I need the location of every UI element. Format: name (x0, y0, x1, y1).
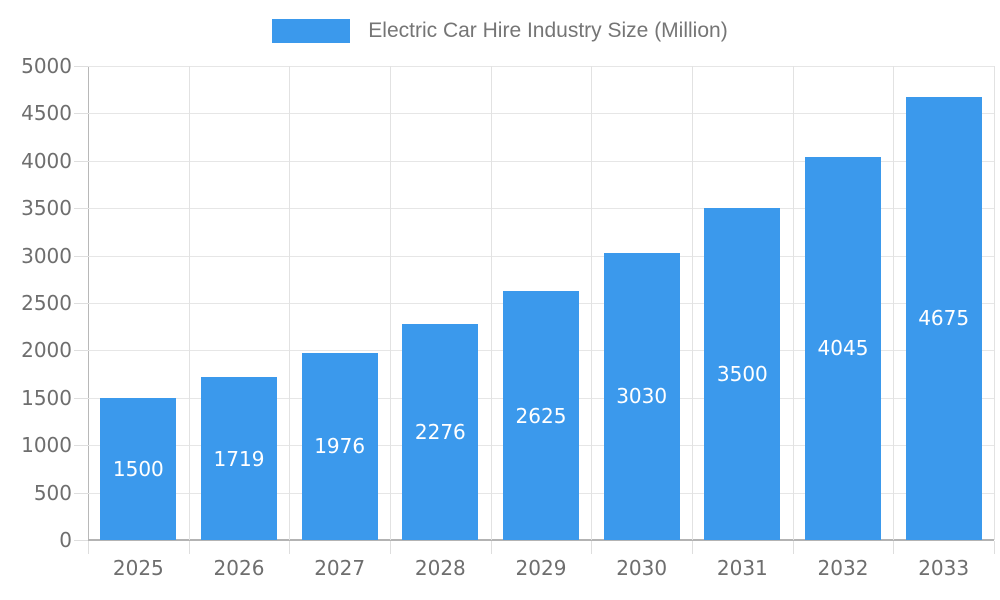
x-axis-tick (792, 541, 794, 554)
x-axis-tick (88, 541, 89, 554)
gridline-vertical (390, 66, 391, 540)
y-axis-tick (74, 208, 88, 210)
x-axis-label: 2025 (112, 556, 164, 580)
bar-value-label: 1976 (314, 434, 366, 459)
y-axis-label: 5000 (21, 54, 72, 78)
y-axis-tick (74, 445, 88, 447)
x-axis-tick (188, 541, 190, 554)
bar[interactable]: 1719 (201, 377, 277, 540)
gridline-vertical (994, 66, 995, 540)
bar-value-label: 2276 (414, 420, 466, 445)
y-axis-tick (74, 492, 88, 494)
y-axis-tick (74, 113, 88, 115)
plot-area: 1500 1719 1976 2276 2625 3030 3500 4045 4675 (88, 66, 995, 541)
x-axis-label: 2028 (414, 556, 466, 580)
gridline-vertical (490, 66, 492, 540)
bar-value-label: 2625 (515, 403, 567, 428)
gridline-horizontal (88, 160, 994, 162)
gridline-horizontal (88, 255, 994, 257)
gridline-vertical (289, 66, 291, 540)
bar-value-label: 4675 (918, 306, 970, 331)
x-axis-tick (893, 541, 895, 554)
x-axis-label: 2033 (918, 556, 970, 580)
gridline-horizontal (88, 208, 994, 210)
y-axis-label: 1000 (21, 433, 72, 458)
y-axis-tick (74, 255, 88, 257)
x-axis-baseline (88, 539, 994, 541)
bar[interactable]: 1500 (100, 397, 177, 540)
bar[interactable]: 1976 (301, 352, 378, 540)
y-axis-tick (74, 160, 88, 162)
gridline-vertical (893, 66, 895, 540)
x-axis-tick (490, 541, 492, 554)
gridline-horizontal (88, 113, 994, 115)
y-axis-label: 3500 (21, 196, 72, 221)
x-axis-label: 2026 (213, 556, 265, 580)
y-axis-tick (74, 66, 88, 67)
x-axis-tick (994, 541, 995, 554)
bar[interactable]: 3500 (704, 208, 781, 540)
bar[interactable]: 4675 (905, 96, 982, 540)
x-axis-label: 2027 (314, 556, 366, 580)
y-axis-label: 2000 (21, 338, 72, 363)
y-axis-tick (74, 350, 88, 352)
bar-value-label: 3500 (716, 362, 768, 387)
gridline-vertical (591, 66, 593, 540)
x-axis-tick (591, 541, 593, 554)
y-axis-label: 2500 (21, 291, 72, 315)
y-axis-label: 500 (33, 480, 72, 505)
y-axis-label: 0 (59, 528, 72, 552)
bar-value-label: 1500 (112, 456, 164, 481)
y-axis-label: 1500 (21, 385, 72, 410)
bar[interactable]: 2276 (402, 324, 479, 540)
x-axis-tick (390, 541, 391, 554)
y-axis-label: 4000 (21, 148, 72, 173)
x-axis-label: 2030 (616, 556, 668, 580)
gridline-vertical (692, 66, 693, 540)
x-axis-tick (289, 541, 291, 554)
y-axis-tick (74, 303, 88, 304)
y-axis-label: 3000 (21, 243, 72, 268)
x-axis-tick (692, 541, 693, 554)
x-axis-label: 2029 (515, 556, 567, 580)
x-axis-label: 2031 (716, 556, 768, 580)
bar[interactable]: 3030 (603, 252, 680, 540)
chart-legend[interactable]: Electric Car Hire Industry Size (Million… (0, 14, 1000, 48)
x-axis-label: 2032 (817, 556, 869, 580)
bar-value-label: 3030 (616, 384, 668, 409)
legend-label: Electric Car Hire Industry Size (Million… (368, 19, 728, 42)
bar[interactable]: 4045 (805, 156, 881, 540)
gridline-horizontal (88, 66, 994, 67)
bar[interactable]: 2625 (503, 291, 579, 540)
gridline-vertical (188, 66, 190, 540)
y-axis-tick (74, 397, 88, 399)
y-axis-tick (74, 540, 88, 541)
bar-value-label: 1719 (213, 446, 265, 471)
y-axis-label: 4500 (21, 101, 72, 126)
legend-swatch-icon (272, 19, 351, 43)
bar-value-label: 4045 (817, 336, 869, 361)
gridline-vertical (792, 66, 794, 540)
